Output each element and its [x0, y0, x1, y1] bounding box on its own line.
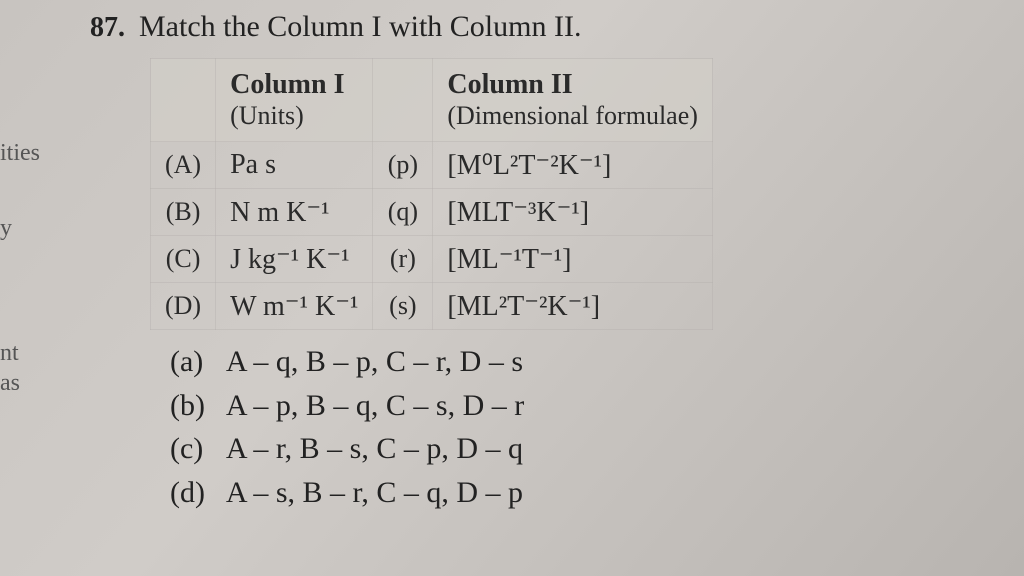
- row-label-b: (s): [373, 283, 433, 330]
- question-text: Match the Column I with Column II.: [139, 10, 581, 44]
- margin-fragment-as: as: [0, 370, 20, 397]
- option-label: (d): [170, 471, 220, 515]
- table-row: (C) J kg⁻¹ K⁻¹ (r) [ML⁻¹T⁻¹]: [151, 236, 713, 283]
- table-row: (B) N m K⁻¹ (q) [MLT⁻³K⁻¹]: [151, 189, 713, 236]
- match-table: Column I (Units) Column II (Dimensional …: [150, 58, 713, 330]
- row-label-b: (r): [373, 236, 433, 283]
- margin-fragment-nt: nt: [0, 340, 19, 367]
- row-dim: [ML⁻¹T⁻¹]: [433, 236, 713, 283]
- row-label-b: (q): [373, 189, 433, 236]
- row-dim: [M⁰L²T⁻²K⁻¹]: [433, 142, 713, 189]
- row-label-b: (p): [373, 142, 433, 189]
- option-b: (b) A – p, B – q, C – s, D – r: [170, 384, 1004, 428]
- option-text: A – s, B – r, C – q, D – p: [226, 476, 523, 509]
- row-dim: [ML²T⁻²K⁻¹]: [433, 283, 713, 330]
- question-header: 87. Match the Column I with Column II.: [90, 10, 1004, 44]
- row-label-a: (A): [151, 142, 216, 189]
- row-dim: [MLT⁻³K⁻¹]: [433, 189, 713, 236]
- option-text: A – q, B – p, C – r, D – s: [226, 345, 523, 378]
- header-col2-sub: (Dimensional formulae): [447, 101, 698, 131]
- option-a: (a) A – q, B – p, C – r, D – s: [170, 340, 1004, 384]
- header-empty-2: [373, 59, 433, 142]
- option-label: (b): [170, 384, 220, 428]
- question-content: 87. Match the Column I with Column II. C…: [90, 10, 1004, 514]
- table-row: (A) Pa s (p) [M⁰L²T⁻²K⁻¹]: [151, 142, 713, 189]
- margin-fragment-y: y: [0, 215, 12, 242]
- header-col1-title: Column I: [230, 69, 358, 101]
- row-unit: J kg⁻¹ K⁻¹: [216, 236, 373, 283]
- row-label-a: (C): [151, 236, 216, 283]
- option-text: A – p, B – q, C – s, D – r: [226, 389, 524, 422]
- table-header-row: Column I (Units) Column II (Dimensional …: [151, 59, 713, 142]
- header-col1-sub: (Units): [230, 101, 358, 131]
- option-text: A – r, B – s, C – p, D – q: [226, 432, 523, 465]
- header-col2-title: Column II: [447, 69, 698, 101]
- answer-options: (a) A – q, B – p, C – r, D – s (b) A – p…: [170, 340, 1004, 514]
- row-unit: N m K⁻¹: [216, 189, 373, 236]
- option-c: (c) A – r, B – s, C – p, D – q: [170, 427, 1004, 471]
- option-label: (c): [170, 427, 220, 471]
- row-label-a: (B): [151, 189, 216, 236]
- option-label: (a): [170, 340, 220, 384]
- table-row: (D) W m⁻¹ K⁻¹ (s) [ML²T⁻²K⁻¹]: [151, 283, 713, 330]
- row-unit: W m⁻¹ K⁻¹: [216, 283, 373, 330]
- question-number: 87.: [90, 12, 125, 44]
- header-empty-1: [151, 59, 216, 142]
- header-col1: Column I (Units): [216, 59, 373, 142]
- row-unit: Pa s: [216, 142, 373, 189]
- option-d: (d) A – s, B – r, C – q, D – p: [170, 471, 1004, 515]
- row-label-a: (D): [151, 283, 216, 330]
- header-col2: Column II (Dimensional formulae): [433, 59, 713, 142]
- margin-fragment-ities: ities: [0, 140, 40, 167]
